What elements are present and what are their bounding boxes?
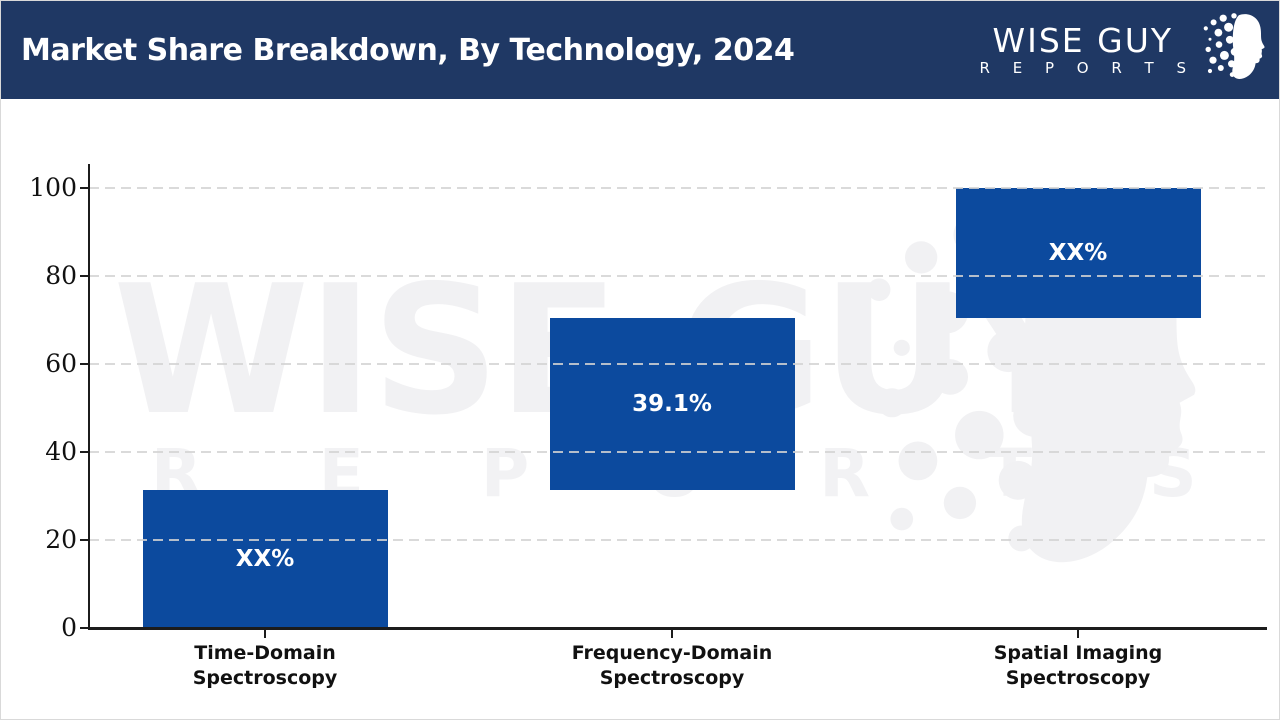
x-axis-line bbox=[88, 627, 1267, 630]
y-axis-spine bbox=[88, 164, 90, 629]
bar-segment bbox=[142, 490, 388, 628]
y-tick-label: 0 bbox=[61, 613, 77, 642]
logo-subtitle: R E P O R T S bbox=[979, 58, 1195, 77]
y-tick-mark bbox=[80, 363, 88, 365]
bar-value-label: XX% bbox=[1048, 240, 1108, 267]
gridline bbox=[89, 539, 1265, 541]
x-category-label: Time-Domain Spectroscopy bbox=[192, 642, 338, 689]
x-tick-mark bbox=[1077, 630, 1079, 638]
logo-wordmark: WISE GUY bbox=[992, 20, 1174, 60]
y-tick-mark bbox=[80, 451, 88, 453]
logo-text: WISE GUY R E P O R T S bbox=[971, 20, 1195, 77]
y-tick-label: 80 bbox=[45, 261, 77, 290]
gridline bbox=[89, 363, 1265, 365]
wise-guy-reports-logo: WISE GUY R E P O R T S bbox=[971, 8, 1279, 92]
header-band: Market Share Breakdown, By Technology, 2… bbox=[1, 1, 1279, 99]
chart-title: Market Share Breakdown, By Technology, 2… bbox=[21, 32, 795, 68]
y-tick-label: 40 bbox=[45, 437, 77, 466]
x-category-label: Spatial Imaging Spectroscopy bbox=[993, 642, 1163, 689]
y-tick-mark bbox=[80, 275, 88, 277]
bar-segment bbox=[549, 318, 795, 491]
bar-value-label: 39.1% bbox=[632, 391, 712, 418]
y-tick-mark bbox=[80, 627, 88, 629]
gridline bbox=[89, 187, 1265, 189]
x-tick-mark bbox=[264, 630, 266, 638]
gridline bbox=[89, 451, 1265, 453]
gridline bbox=[89, 275, 1265, 277]
x-category-label: Frequency-Domain Spectroscopy bbox=[571, 642, 773, 689]
y-tick-label: 20 bbox=[45, 525, 77, 554]
y-tick-label: 60 bbox=[45, 349, 77, 378]
y-tick-label: 100 bbox=[29, 173, 77, 202]
face-profile-logo-icon bbox=[1203, 13, 1265, 80]
y-tick-mark bbox=[80, 187, 88, 189]
y-tick-mark bbox=[80, 539, 88, 541]
bar-value-label: XX% bbox=[235, 546, 295, 573]
x-tick-mark bbox=[671, 630, 673, 638]
